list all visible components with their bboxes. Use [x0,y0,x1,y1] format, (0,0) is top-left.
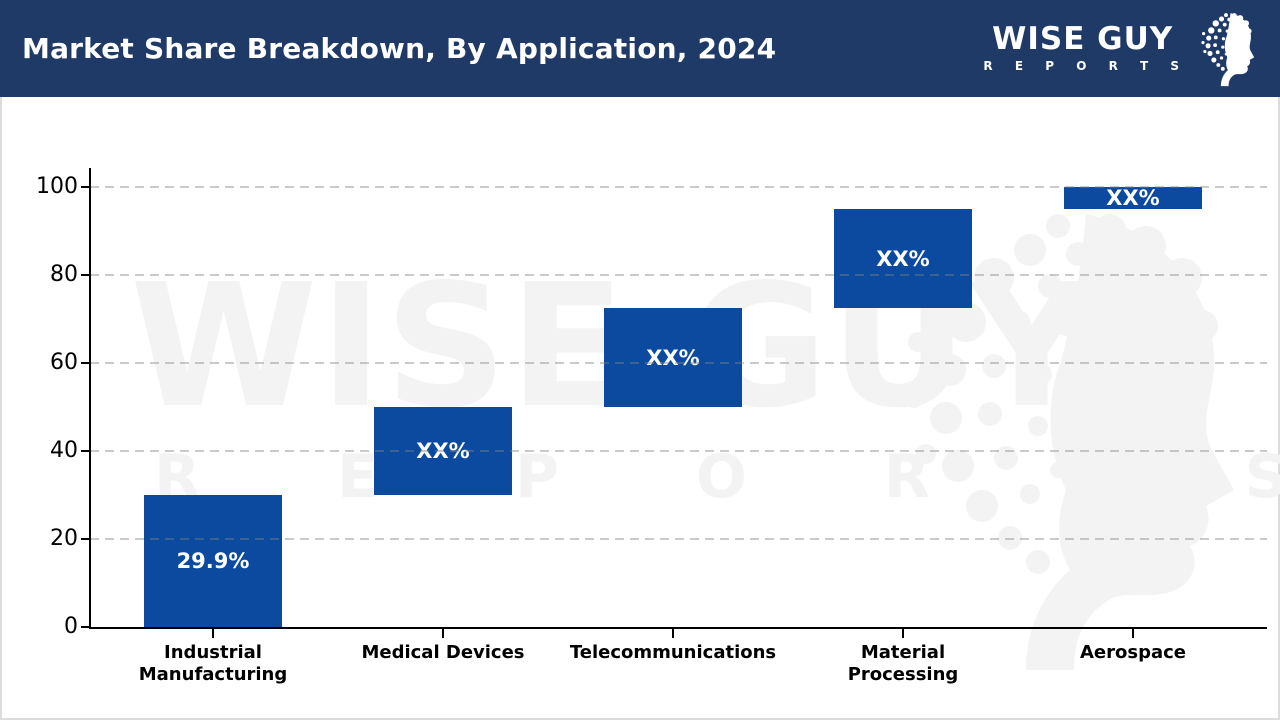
bar-value-label: XX% [1106,186,1160,210]
category-label-line: Telecommunications [569,642,777,663]
brand-head-icon [1194,10,1258,88]
category-label: Telecommunications [548,642,798,664]
y-tick-label: 80 [50,262,78,287]
category-label-line: Aerospace [1079,642,1186,663]
category-label-line: Material [860,642,946,663]
category-label-line: Medical Devices [361,642,525,663]
y-tick-mark [81,626,90,628]
category-label-line: Industrial [164,642,262,663]
y-tick-label: 0 [64,614,78,639]
category-label: Aerospace [1008,642,1258,664]
chart-title: Market Share Breakdown, By Application, … [22,32,777,65]
y-tick-label: 100 [36,174,78,199]
bar-value-label: XX% [416,439,470,464]
brand-wordmark: WISE GUY [992,21,1174,57]
x-tick-mark [442,629,444,638]
x-tick-mark [672,629,674,638]
bar-telecommunications: XX% [604,308,742,407]
y-tick-mark [81,186,90,188]
x-tick-mark [1132,629,1134,638]
y-tick-mark [81,362,90,364]
brand-logo: WISE GUY R E P O R T S [977,10,1258,88]
x-tick-mark [212,629,214,638]
category-label: Material Processing [778,642,1028,686]
bar-value-label: XX% [646,345,700,370]
y-tick-label: 60 [50,350,78,375]
x-tick-mark [902,629,904,638]
brand-text: WISE GUY R E P O R T S [977,21,1188,74]
y-axis-spine [89,168,91,629]
category-label-line: Processing [847,664,959,685]
category-label: Medical Devices [318,642,568,664]
bar-value-label: XX% [876,246,930,271]
bar-aerospace: XX% [1064,186,1202,210]
y-tick-mark [81,274,90,276]
y-tick-mark [81,538,90,540]
category-label: Industrial Manufacturing [88,642,338,686]
y-tick-label: 40 [50,438,78,463]
y-tick-mark [81,450,90,452]
bar-material-processing: XX% [834,209,972,308]
bar-industrial-manufacturing: 29.9% [144,495,282,627]
x-axis-baseline [89,627,1267,629]
category-label-line: Manufacturing [138,664,288,685]
brand-subtext: R E P O R T S [983,59,1188,73]
bar-value-label: 29.9% [176,549,250,574]
y-tick-label: 20 [50,526,78,551]
bar-medical-devices: XX% [374,407,512,496]
header-bar: Market Share Breakdown, By Application, … [0,0,1280,97]
